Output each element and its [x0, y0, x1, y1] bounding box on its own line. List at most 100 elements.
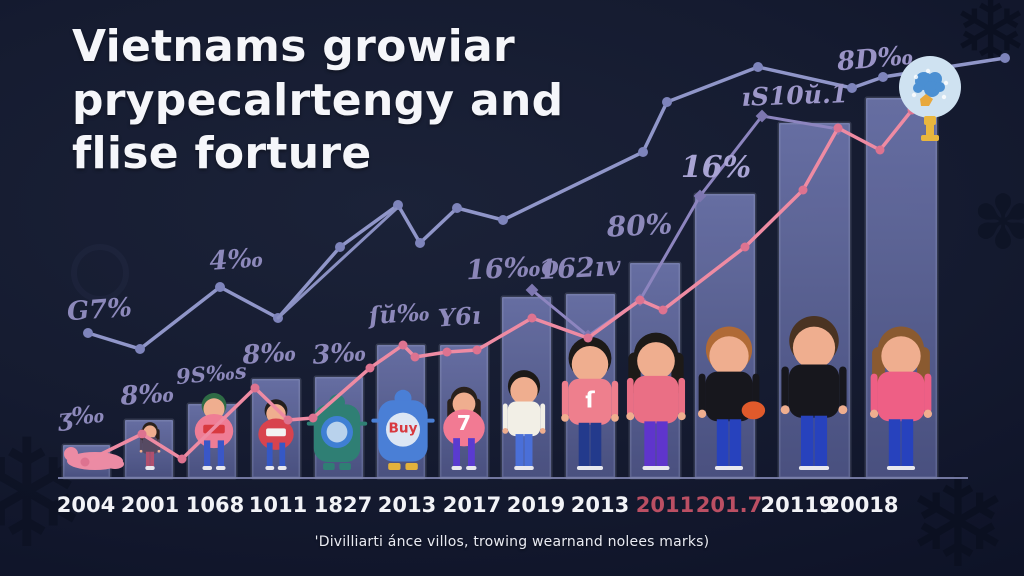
x-axis-label: 20119	[760, 493, 833, 517]
value-label: ʒ‰	[55, 399, 106, 433]
figure-arm-left	[561, 380, 569, 418]
figure-arm-left	[626, 377, 634, 416]
pink-trend-line-marker	[442, 347, 452, 357]
figure-face	[709, 336, 749, 376]
value-label: 8‰	[118, 378, 175, 412]
pink-trend-line-marker	[798, 185, 808, 195]
person-figure: ſ	[561, 336, 619, 470]
purple-trend-line-marker	[1000, 53, 1010, 63]
purple-trend-line-marker	[847, 83, 857, 93]
value-label: 8‰	[240, 337, 297, 371]
figure-leg-left	[266, 442, 273, 466]
figure-leg-right	[814, 415, 828, 466]
purple-trend-line-marker	[753, 62, 763, 72]
mascot-emblem-inner	[326, 421, 348, 443]
mauve-secondary-line	[530, 114, 840, 338]
figure-arm-left	[781, 366, 789, 410]
figure-leg-right	[901, 419, 914, 466]
x-axis-label: 201.7	[696, 493, 762, 517]
footnote-caption: 'Divilliarti ánce villos, trowing wearna…	[314, 534, 710, 550]
value-label: 8D‰	[835, 41, 915, 78]
figure-shirt-text: ſ	[585, 388, 595, 413]
x-axis-label: 1011	[249, 493, 307, 517]
purple-trend-line-marker	[638, 147, 648, 157]
figure-hand-left	[869, 409, 879, 418]
figure-shoe-right	[652, 466, 670, 470]
figure-torso	[507, 401, 541, 437]
figure-leg-left	[578, 422, 590, 466]
pink-trend-line-marker	[875, 145, 885, 155]
mascot-foot-right	[405, 463, 418, 470]
people-illustrations: Buy 7 ſ	[64, 316, 933, 470]
figure-arm-right	[839, 366, 847, 410]
purple-trend-line-marker	[498, 215, 508, 225]
figure-face	[510, 376, 538, 405]
x-axis-label: 2013	[378, 493, 436, 517]
figure-leg-left	[644, 421, 656, 466]
mascot-foot-left	[388, 463, 401, 470]
figure-leg-left	[145, 451, 150, 466]
x-axis-label: 1068	[186, 493, 244, 517]
value-label: ıS10ŭ.1	[741, 79, 849, 112]
figure-shoe-right	[897, 466, 916, 470]
balloon-hexagon	[920, 94, 933, 106]
x-axis-label: 1827	[314, 493, 372, 517]
figure-torso	[877, 371, 925, 422]
figure-hand-left	[780, 405, 790, 415]
person-figure	[64, 447, 124, 470]
mascot-sign-text: Buy	[389, 421, 418, 437]
balloon-speckle	[913, 74, 919, 80]
figure-hand-right	[157, 449, 161, 453]
balloon-badge-icon	[899, 56, 961, 141]
lying-figure-head	[64, 447, 78, 461]
x-axis: 2004 2001 1068 1011 1827 2013 2017 2019 2013 2011…	[57, 477, 968, 517]
figure-face	[203, 398, 225, 420]
figure-arm-right	[924, 373, 932, 414]
balloon-speckle	[941, 94, 947, 100]
figure-arm-right	[678, 377, 686, 416]
figure-hand-left	[626, 412, 635, 421]
x-axis-label: 2011	[636, 493, 694, 517]
figure-hand-left	[561, 414, 569, 422]
figure-shoe-right	[466, 466, 477, 470]
figure-shirt-patch	[266, 428, 286, 437]
figure-leg-left	[888, 419, 901, 466]
figure-shoe-right	[277, 466, 287, 470]
purple-trend-line-marker	[393, 200, 403, 210]
x-axis-label: 20018	[825, 493, 898, 517]
figure-shoe-right	[148, 466, 155, 470]
x-axis-label: 2004	[57, 493, 115, 517]
mascot-arm-right	[359, 421, 368, 426]
pink-trend-line-marker	[833, 123, 843, 133]
figure-face	[266, 404, 286, 424]
page-title: Vietnams growiar prypecalrtengy and flis…	[72, 21, 564, 180]
pink-trend-line-marker	[365, 363, 375, 373]
figure-leg-left	[203, 440, 211, 466]
figure-face	[452, 392, 476, 416]
purple-trend-line-marker	[335, 242, 345, 252]
figure-torso	[705, 371, 753, 422]
figure-leg-right	[150, 451, 155, 466]
person-figure	[869, 326, 933, 470]
figure-hand-left	[139, 449, 143, 453]
figure-shoe-left	[451, 466, 462, 470]
pink-trend-line-marker	[583, 333, 593, 343]
pink-trend-line-marker	[137, 429, 147, 439]
balloon-splat	[935, 82, 945, 92]
pink-trend-line-marker	[177, 454, 187, 464]
figure-arm-left	[139, 439, 143, 453]
figure-arm-right	[611, 380, 619, 418]
figure-face	[571, 345, 609, 383]
figure-hand-left	[697, 409, 707, 418]
balloon-stand-base	[921, 135, 939, 141]
figure-leg-right	[656, 421, 668, 466]
figure-face	[637, 342, 675, 380]
figure-leg-right	[217, 440, 225, 466]
person-figure: Buy	[371, 389, 435, 470]
lying-figure-feet	[106, 459, 124, 469]
figure-torso	[633, 375, 679, 424]
figure-hand-right	[539, 428, 546, 434]
figure-shoe-right	[586, 466, 604, 470]
